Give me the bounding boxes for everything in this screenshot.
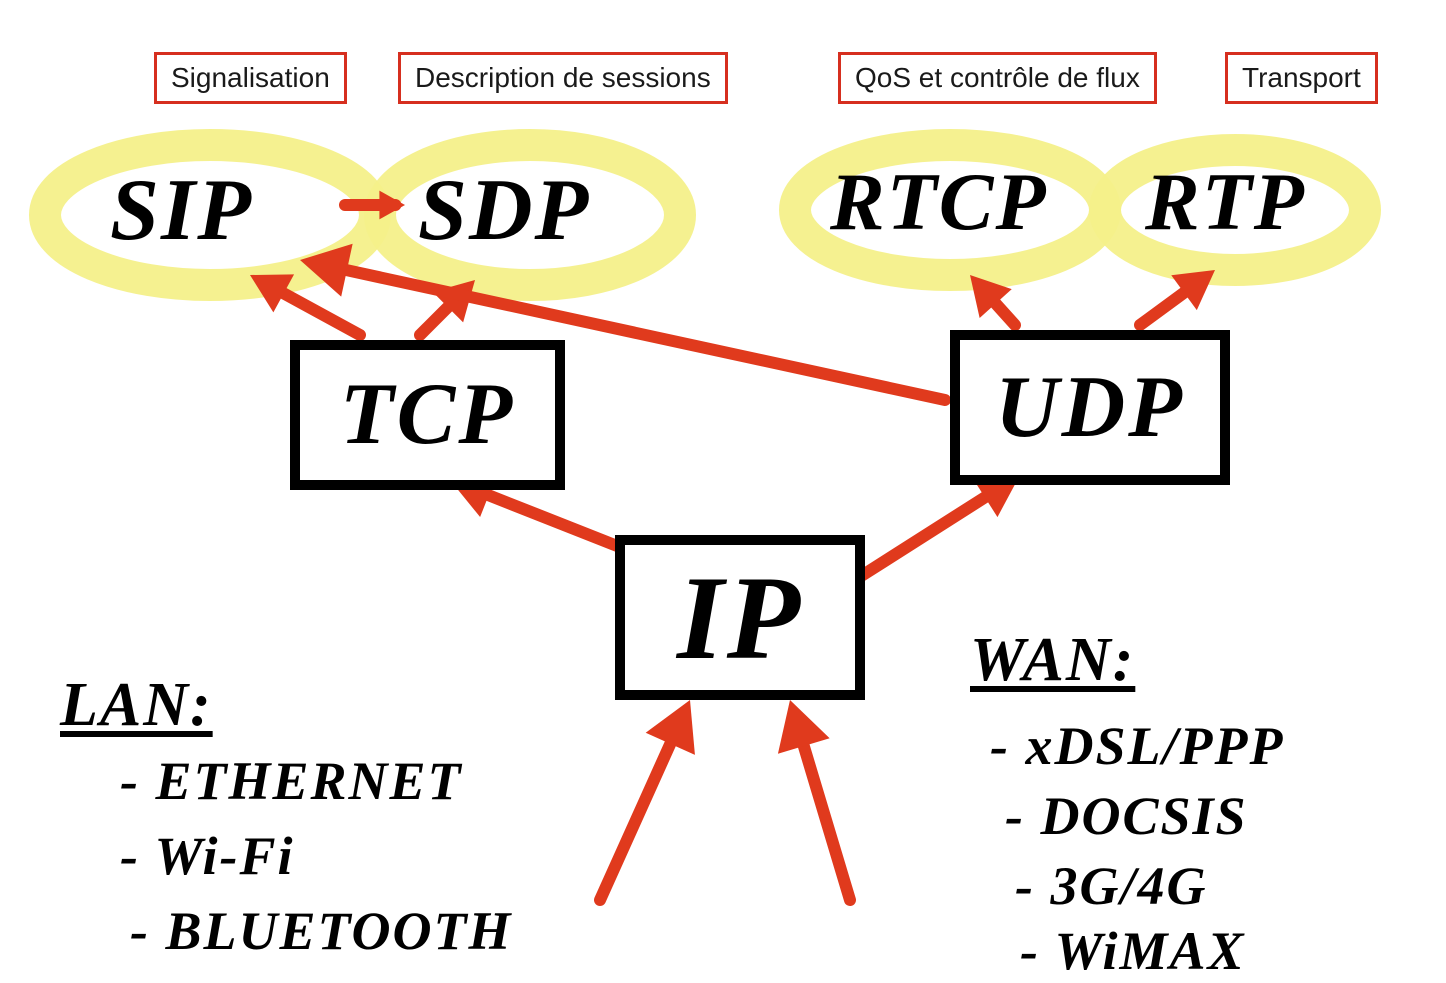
- protocol-sdp: SDP: [418, 160, 590, 261]
- node-tcp: TCP: [290, 340, 565, 490]
- lan-item-1: - Wi-Fi: [120, 825, 295, 887]
- arrow-udp-to-rtp: [1140, 270, 1215, 325]
- lan-item-0: - ETHERNET: [120, 750, 463, 812]
- diagram-stage: Signalisation Description de sessions QoS …: [0, 0, 1446, 983]
- wan-item-2: - 3G/4G: [1015, 855, 1207, 917]
- category-signalisation: Signalisation: [154, 52, 347, 104]
- arrow-lan-to-ip: [600, 700, 695, 900]
- wan-item-0: - xDSL/PPP: [990, 715, 1284, 777]
- node-ip: IP: [615, 535, 865, 700]
- wan-header: WAN:: [970, 625, 1135, 696]
- arrow-ip-to-udp: [855, 475, 1020, 580]
- lan-header: LAN:: [60, 670, 213, 741]
- protocol-rtp: RTP: [1145, 155, 1306, 249]
- arrow-wan-to-ip: [778, 700, 850, 900]
- category-description: Description de sessions: [398, 52, 728, 104]
- node-udp: UDP: [950, 330, 1230, 485]
- wan-item-3: - WiMAX: [1020, 920, 1246, 982]
- protocol-sip: SIP: [110, 160, 253, 261]
- lan-item-2: - BLUETOOTH: [130, 900, 513, 962]
- wan-item-1: - DOCSIS: [1005, 785, 1248, 847]
- protocol-rtcp: RTCP: [830, 155, 1048, 249]
- category-transport: Transport: [1225, 52, 1378, 104]
- category-qos: QoS et contrôle de flux: [838, 52, 1157, 104]
